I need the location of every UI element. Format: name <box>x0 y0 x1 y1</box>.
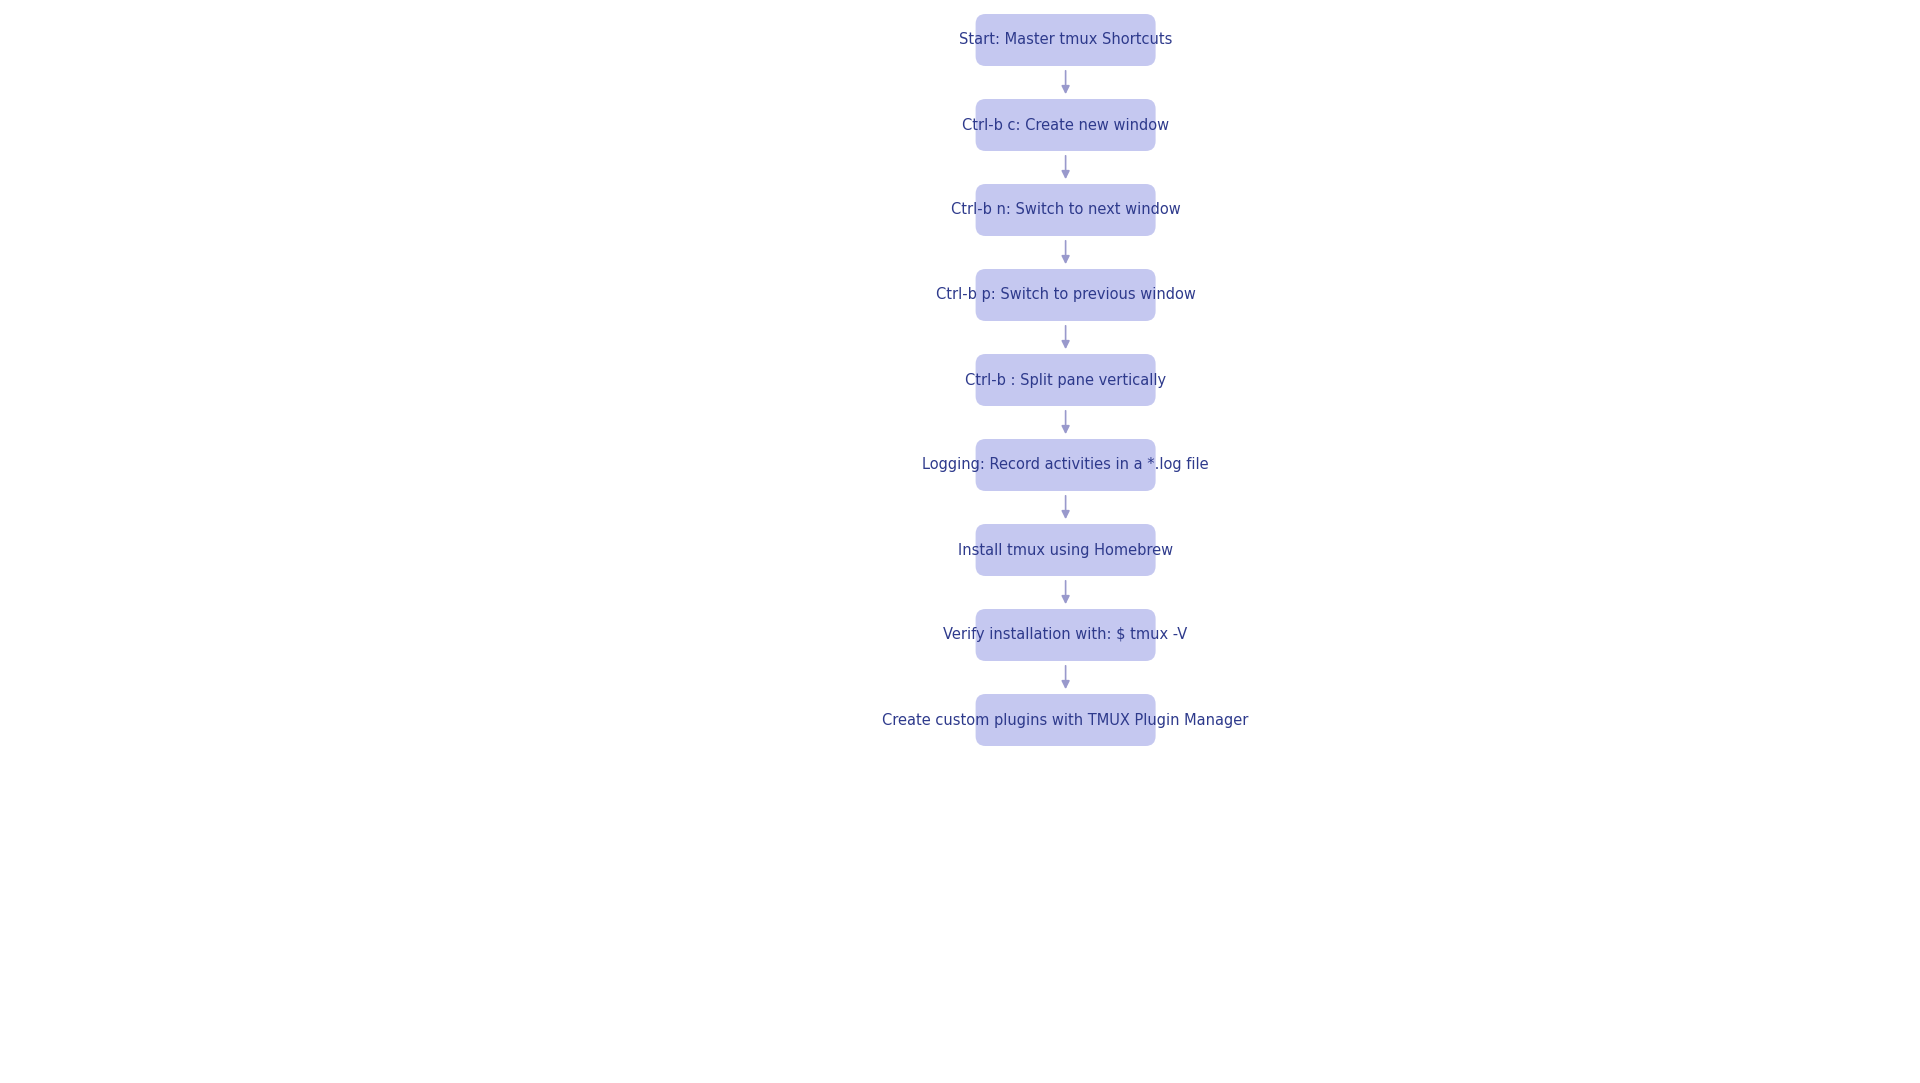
FancyBboxPatch shape <box>975 269 1156 321</box>
FancyBboxPatch shape <box>975 99 1156 151</box>
Text: Start: Master tmux Shortcuts: Start: Master tmux Shortcuts <box>958 32 1173 48</box>
FancyBboxPatch shape <box>975 524 1156 576</box>
Text: Logging: Record activities in a *.log file: Logging: Record activities in a *.log fi… <box>922 457 1210 472</box>
FancyBboxPatch shape <box>975 609 1156 661</box>
FancyBboxPatch shape <box>975 354 1156 406</box>
Text: Ctrl-b p: Switch to previous window: Ctrl-b p: Switch to previous window <box>935 287 1196 302</box>
FancyBboxPatch shape <box>975 439 1156 491</box>
Text: Ctrl-b n: Switch to next window: Ctrl-b n: Switch to next window <box>950 203 1181 218</box>
FancyBboxPatch shape <box>975 184 1156 236</box>
Text: Verify installation with: $ tmux -V: Verify installation with: $ tmux -V <box>943 627 1188 642</box>
Text: Ctrl-b : Split pane vertically: Ctrl-b : Split pane vertically <box>966 373 1165 388</box>
Text: Ctrl-b c: Create new window: Ctrl-b c: Create new window <box>962 117 1169 132</box>
FancyBboxPatch shape <box>975 694 1156 746</box>
FancyBboxPatch shape <box>975 14 1156 66</box>
Text: Create custom plugins with TMUX Plugin Manager: Create custom plugins with TMUX Plugin M… <box>883 713 1248 728</box>
Text: Install tmux using Homebrew: Install tmux using Homebrew <box>958 543 1173 558</box>
